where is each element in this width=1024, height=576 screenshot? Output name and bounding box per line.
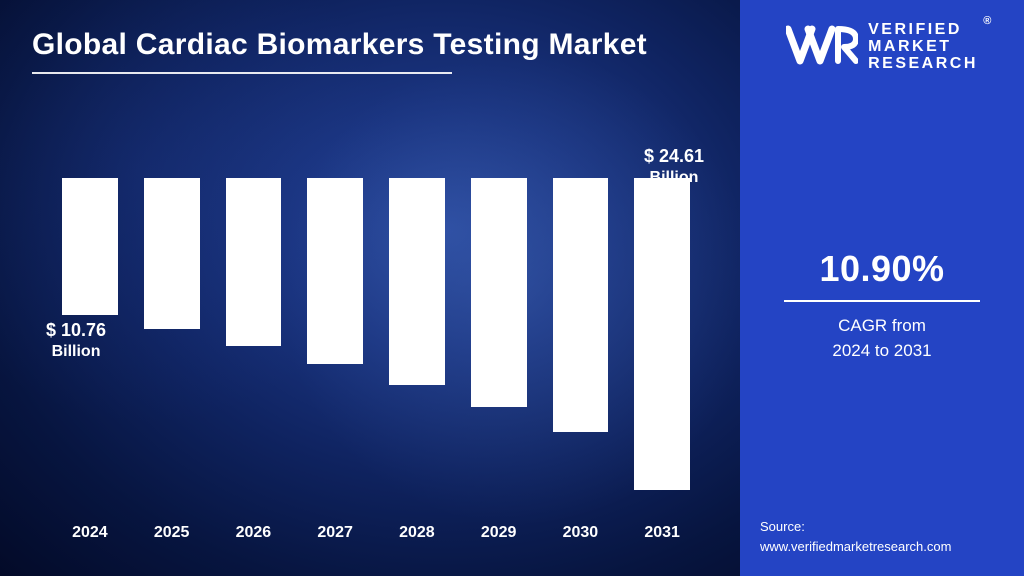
bar-chart: $ 10.76 Billion $ 24.61 Billion 2024 202… — [56, 142, 696, 542]
brand-line2: MARKET — [868, 39, 978, 56]
x-axis-label: 2024 — [62, 524, 118, 542]
brand-logo: VERIFIED MARKET RESEARCH ® — [786, 22, 978, 72]
cagr-underline — [784, 300, 980, 302]
bar — [144, 178, 200, 329]
cagr-caption: CAGR from 2024 to 2031 — [784, 314, 980, 363]
registered-icon: ® — [983, 16, 994, 28]
x-axis: 2024 2025 2026 2027 2028 2029 2030 2031 — [56, 524, 696, 542]
source-citation: Source: www.verifiedmarketresearch.com — [760, 517, 951, 556]
bar — [389, 178, 445, 385]
bar-2025 — [144, 178, 200, 508]
bar — [62, 178, 118, 315]
cagr-value: 10.90% — [784, 248, 980, 290]
cagr-caption-line2: 2024 to 2031 — [832, 341, 931, 360]
x-axis-label: 2029 — [471, 524, 527, 542]
sidebar-panel: VERIFIED MARKET RESEARCH ® 10.90% CAGR f… — [740, 0, 1024, 576]
bar-2028 — [389, 178, 445, 508]
bar — [226, 178, 282, 346]
bar — [553, 178, 609, 432]
title-area: Global Cardiac Biomarkers Testing Market — [32, 26, 700, 74]
x-axis-label: 2026 — [226, 524, 282, 542]
last-bar-amount: $ 24.61 — [644, 146, 704, 166]
bar — [634, 178, 690, 490]
source-url: www.verifiedmarketresearch.com — [760, 537, 951, 557]
bar-2029 — [471, 178, 527, 508]
bar-2027 — [307, 178, 363, 508]
brand-line1: VERIFIED — [868, 22, 978, 39]
bar-2026 — [226, 178, 282, 508]
brand-line3: RESEARCH — [868, 56, 978, 73]
title-underline — [32, 72, 452, 74]
bar-2031 — [634, 178, 690, 508]
bar-2030 — [553, 178, 609, 508]
infographic-container: Global Cardiac Biomarkers Testing Market… — [0, 0, 1024, 576]
x-axis-label: 2031 — [634, 524, 690, 542]
x-axis-label: 2028 — [389, 524, 445, 542]
bar-2024 — [62, 178, 118, 508]
bars-row — [56, 178, 696, 508]
cagr-caption-line1: CAGR from — [838, 316, 926, 335]
x-axis-label: 2027 — [307, 524, 363, 542]
cagr-block: 10.90% CAGR from 2024 to 2031 — [784, 248, 980, 363]
vmr-logo-icon — [786, 23, 858, 71]
x-axis-label: 2030 — [553, 524, 609, 542]
source-label: Source: — [760, 517, 951, 537]
brand-wordmark: VERIFIED MARKET RESEARCH ® — [868, 22, 978, 72]
x-axis-label: 2025 — [144, 524, 200, 542]
chart-title: Global Cardiac Biomarkers Testing Market — [32, 26, 700, 64]
bar — [471, 178, 527, 407]
bar — [307, 178, 363, 364]
chart-panel: Global Cardiac Biomarkers Testing Market… — [0, 0, 740, 576]
